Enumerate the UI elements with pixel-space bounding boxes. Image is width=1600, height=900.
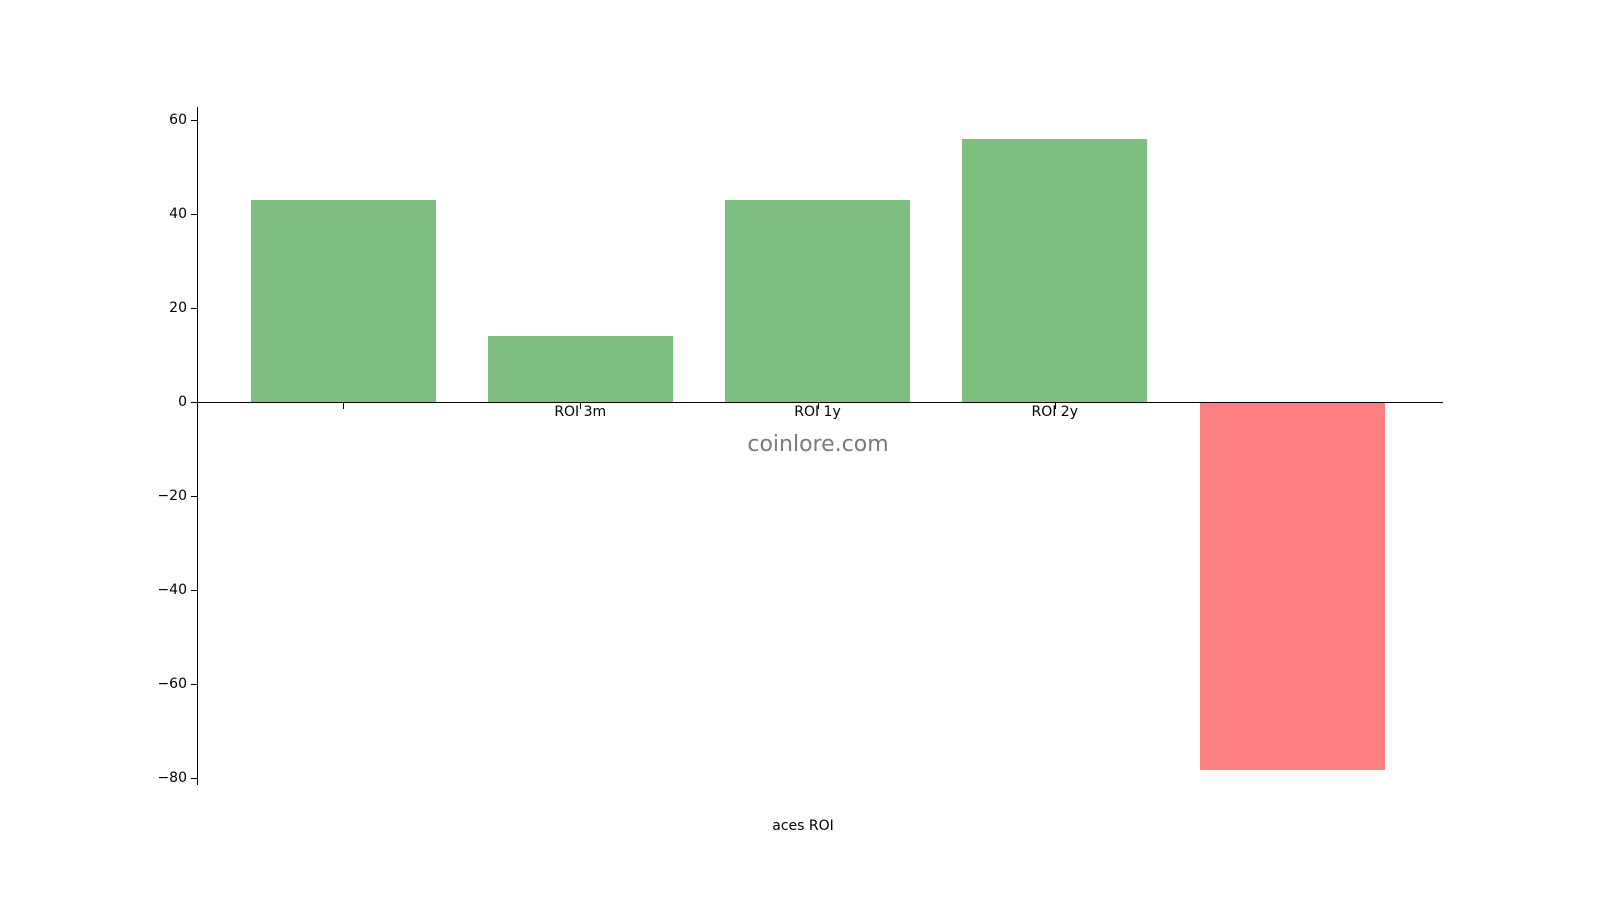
x-tick-mark [1054, 403, 1056, 409]
y-tick-label: 0 [178, 394, 187, 410]
x-tick-mark [817, 403, 819, 409]
x-tick-label-roi-1y: ROI 1y [794, 404, 841, 420]
y-tick-label: 20 [169, 300, 187, 316]
y-tick-label: −80 [157, 770, 187, 786]
x-tick-mark [580, 403, 582, 409]
y-tick-label: −60 [157, 676, 187, 692]
bar-roi-1y [725, 199, 910, 402]
y-tick-mark [191, 214, 197, 215]
y-tick-label: −20 [157, 488, 187, 504]
y-axis-spine [197, 106, 198, 786]
bar-roi-2y [962, 138, 1148, 402]
y-tick-mark [191, 402, 197, 403]
x-axis-line [197, 402, 1443, 403]
y-tick-label: 40 [169, 206, 187, 222]
y-tick-mark [191, 684, 197, 685]
y-tick-label: −40 [157, 582, 187, 598]
bar-roi-3m [487, 336, 673, 402]
y-tick-mark [191, 590, 197, 591]
x-tick-label-roi-2y: ROI 2y [1031, 404, 1079, 420]
bar-category-5 [1199, 403, 1385, 770]
bar-category-1 [250, 199, 436, 402]
x-tick-mark [343, 403, 344, 409]
watermark-text: coinlore.com [747, 432, 889, 457]
x-tick-label-roi-3m: ROI 3m [554, 404, 607, 420]
y-tick-mark [191, 778, 197, 779]
y-tick-mark [191, 120, 197, 121]
y-tick-mark [191, 308, 197, 309]
y-tick-label: 60 [169, 112, 187, 128]
x-axis-title: aces ROI [772, 818, 834, 834]
y-tick-mark [191, 496, 197, 497]
